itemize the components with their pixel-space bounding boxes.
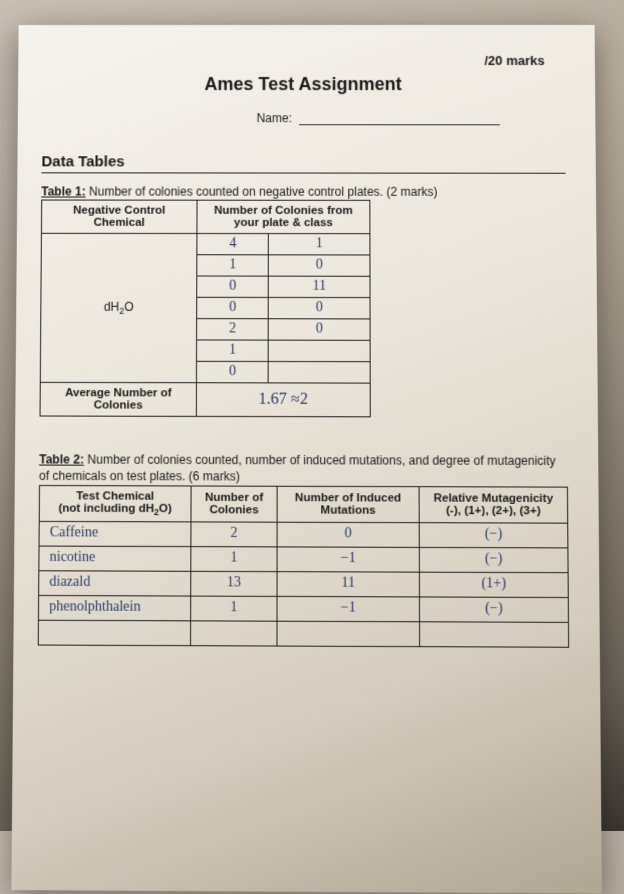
- t2-colonies: 1: [191, 546, 277, 571]
- t2-mutagenicity: (−): [419, 597, 568, 622]
- t2-header-mutations: Number of Induced Mutations: [277, 486, 419, 523]
- t1-cell: 0: [197, 276, 269, 297]
- t2-mutagenicity: (1+): [419, 572, 568, 597]
- t2-mutations: 0: [277, 522, 419, 547]
- name-field-row: Name:: [42, 111, 565, 125]
- name-label: Name:: [257, 111, 292, 125]
- table-row: nicotine 1 −1 (−): [39, 546, 568, 573]
- t2-colonies: 2: [191, 522, 277, 547]
- t2-header-chemical: Test Chemical (not including dH2O): [39, 485, 191, 522]
- table1-caption: Table 1: Number of colonies counted on n…: [41, 183, 566, 200]
- t1-cell: 4: [197, 234, 269, 255]
- t1-cell: 1: [197, 340, 269, 362]
- t2-colonies: 1: [191, 596, 277, 621]
- section-header: Data Tables: [41, 153, 565, 174]
- t1-cell: 2: [197, 319, 269, 340]
- t2-chemical: diazald: [39, 571, 191, 596]
- t1-average: 1.67 ≈2: [196, 383, 370, 417]
- table-row: phenolphthalein 1 −1 (−): [38, 595, 568, 622]
- table-row: [38, 620, 568, 647]
- t1-cell: 0: [269, 319, 370, 341]
- t2-chemical: nicotine: [39, 546, 191, 571]
- table2: Test Chemical (not including dH2O) Numbe…: [38, 485, 569, 648]
- t2-mutations: −1: [277, 596, 420, 621]
- t2-chemical: phenolphthalein: [38, 595, 190, 620]
- t2-mutagenicity: (−): [419, 547, 568, 572]
- t2-mutations: −1: [277, 547, 419, 572]
- table1: Negative Control Chemical Number of Colo…: [40, 200, 371, 418]
- t1-header-chemical: Negative Control Chemical: [41, 200, 197, 233]
- t2-mutations: 11: [277, 571, 419, 596]
- t1-cell: 0: [269, 298, 370, 320]
- table-row: Caffeine 2 0 (−): [39, 521, 568, 547]
- table-row: diazald 13 11 (1+): [39, 571, 569, 598]
- t2-empty: [38, 620, 190, 645]
- t1-cell: 1: [197, 255, 269, 276]
- t1-cell: [269, 362, 371, 384]
- t1-cell: [269, 340, 371, 362]
- t2-header-colonies: Number of Colonies: [191, 486, 277, 523]
- t2-empty: [420, 622, 569, 647]
- table2-caption-text: Number of colonies counted, number of in…: [39, 453, 556, 484]
- total-marks: /20 marks: [42, 53, 565, 68]
- t1-cell: 0: [269, 255, 370, 276]
- t1-cell: 0: [197, 297, 269, 318]
- table2-caption: Table 2: Number of colonies counted, num…: [39, 451, 568, 486]
- t2-empty: [277, 621, 420, 646]
- t1-header-colonies: Number of Colonies from your plate & cla…: [197, 200, 370, 234]
- worksheet-paper: /20 marks Ames Test Assignment Name: Dat…: [11, 25, 602, 894]
- table2-number: Table 2:: [39, 452, 84, 466]
- table1-number: Table 1:: [41, 184, 86, 198]
- t1-cell: 11: [269, 276, 370, 297]
- t2-mutagenicity: (−): [419, 523, 568, 548]
- page-title: Ames Test Assignment: [42, 74, 565, 95]
- t1-cell: 1: [269, 234, 370, 255]
- name-blank-line: [299, 124, 500, 125]
- t2-empty: [191, 621, 277, 646]
- t1-cell: 0: [196, 362, 268, 384]
- t1-chemical-cell: dH2O: [40, 234, 197, 383]
- t2-colonies: 13: [191, 571, 277, 596]
- t1-footer-label: Average Number of Colonies: [40, 383, 196, 417]
- t2-header-chemical-sub: (not including dH2O): [58, 502, 171, 515]
- t2-chemical: Caffeine: [39, 521, 191, 546]
- table1-caption-text: Number of colonies counted on negative c…: [86, 184, 438, 198]
- t2-header-mutagenicity: Relative Mutagenicity (-), (1+), (2+), (…: [419, 486, 568, 523]
